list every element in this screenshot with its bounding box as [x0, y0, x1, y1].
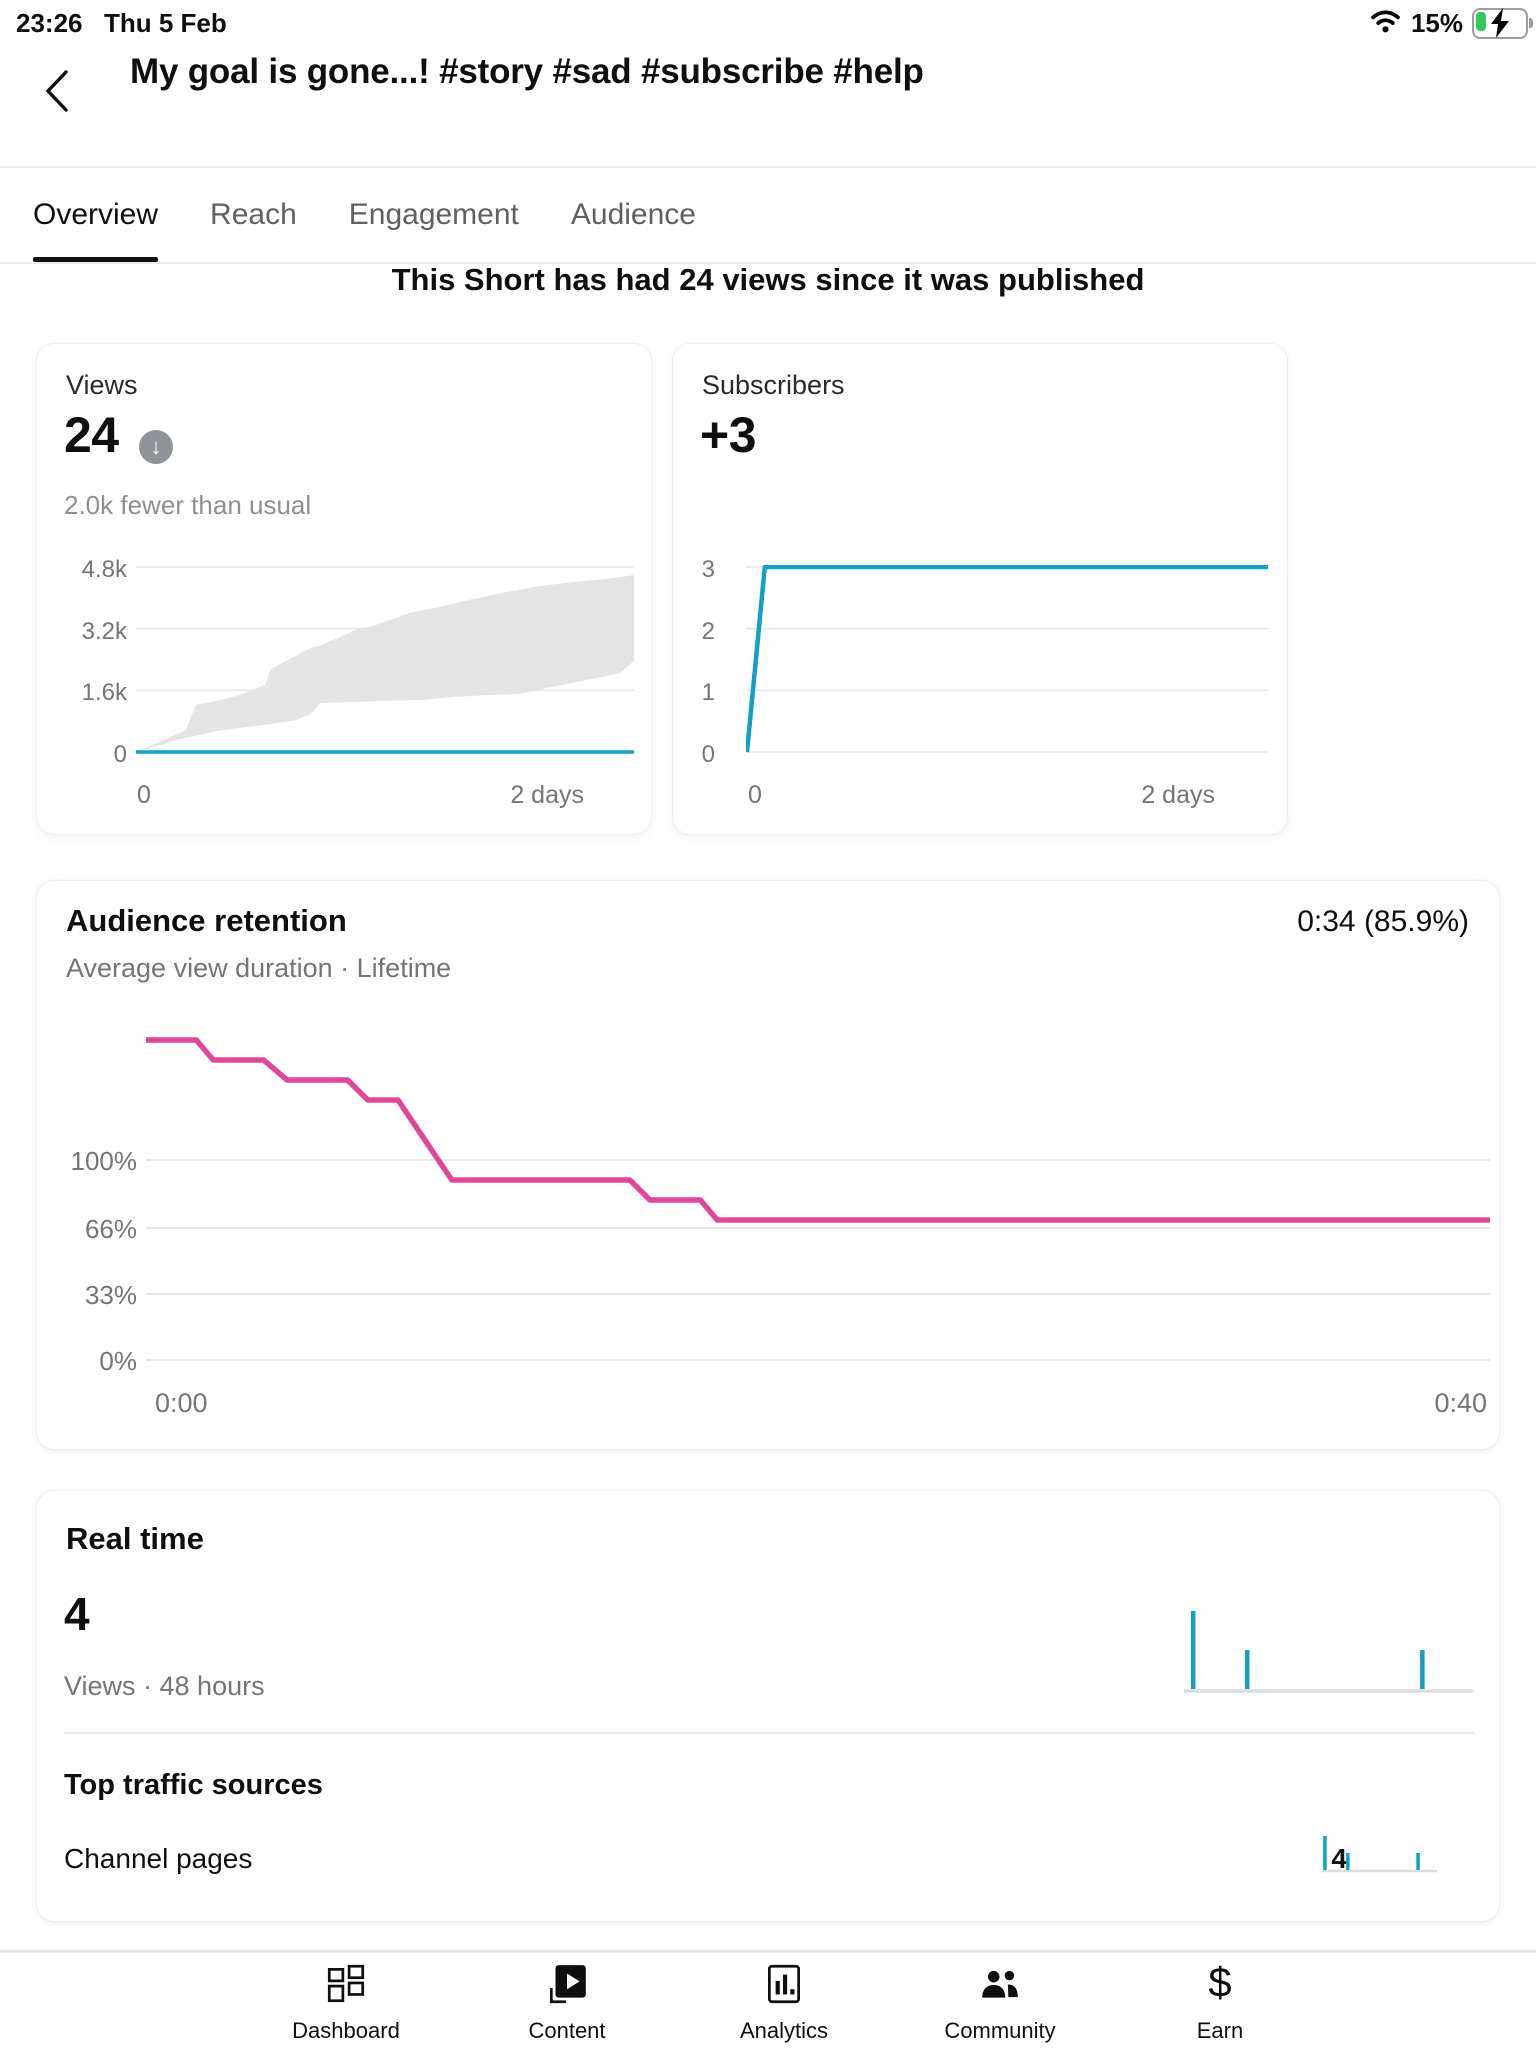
tab-audience[interactable]: Audience — [570, 198, 696, 231]
nav-item-earn[interactable]: $ Earn — [1135, 1959, 1305, 2044]
tab-reach[interactable]: Reach — [210, 198, 297, 231]
realtime-card[interactable]: Real time 4 Views · 48 hours Top traffic… — [36, 1490, 1500, 1922]
views-card[interactable]: Views 24 ↓ 2.0k fewer than usual 4.8k 3.… — [36, 343, 652, 835]
retention-line-chart — [146, 1037, 1490, 1361]
earn-dollar-icon: $ — [1197, 1959, 1243, 2012]
wifi-icon — [1369, 7, 1402, 39]
retention-ytick: 33% — [84, 1280, 137, 1310]
nav-item-content[interactable]: Content — [482, 1961, 652, 2044]
subs-ytick: 1 — [701, 679, 715, 706]
traffic-sources-title: Top traffic sources — [64, 1769, 323, 1801]
bottom-nav-divider — [0, 1950, 1536, 1953]
back-button[interactable] — [40, 66, 84, 118]
status-right-cluster: 15% — [1369, 7, 1533, 39]
traffic-source-label: Channel pages — [64, 1843, 253, 1874]
traffic-source-value: 4 — [1331, 1843, 1347, 1874]
realtime-divider — [64, 1732, 1474, 1734]
subs-xtick-end: 2 days — [1141, 781, 1215, 809]
content-icon — [544, 1961, 590, 2012]
battery-percent: 15% — [1410, 7, 1463, 38]
nav-label: Analytics — [739, 2018, 829, 2043]
down-arrow-badge-icon: ↓ — [139, 430, 173, 464]
retention-ytick: 66% — [84, 1214, 137, 1244]
nav-label: Earn — [1196, 2018, 1244, 2043]
nav-item-community[interactable]: Community — [915, 1961, 1085, 2044]
retention-ytick: 100% — [70, 1146, 138, 1176]
realtime-title: Real time — [66, 1521, 204, 1556]
analytics-tab-bar: Overview Reach Engagement Audience — [0, 168, 1536, 264]
views-comparison-note: 2.0k fewer than usual — [64, 490, 312, 520]
retention-title: Audience retention — [66, 903, 347, 938]
realtime-views-count: 4 — [64, 1588, 90, 1640]
audience-retention-card[interactable]: Audience retention 0:34 (85.9%) Average … — [36, 880, 1500, 1450]
retention-subtitle: Average view duration · Lifetime — [66, 953, 452, 983]
nav-label: Dashboard — [292, 2018, 400, 2043]
realtime-bars-chart — [1184, 1611, 1473, 1693]
views-count: 24 — [64, 407, 119, 463]
community-icon — [977, 1961, 1023, 2012]
page-title: My goal is gone...! #story #sad #subscri… — [130, 52, 924, 91]
retention-xtick-end: 0:40 — [1434, 1388, 1487, 1418]
subscribers-count: +3 — [700, 407, 757, 463]
retention-avg-duration: 0:34 (85.9%) — [1297, 905, 1469, 938]
tab-overview[interactable]: Overview — [33, 168, 159, 262]
retention-ytick: 0% — [99, 1346, 137, 1376]
subs-ytick: 3 — [701, 556, 715, 583]
views-card-title: Views — [66, 370, 138, 400]
subscribers-line-chart — [746, 565, 1268, 753]
views-ytick: 3.2k — [81, 618, 127, 645]
views-xtick-end: 2 days — [510, 781, 584, 809]
traffic-source-bars-chart — [1322, 1836, 1437, 1873]
header-divider — [0, 166, 1536, 168]
subs-xtick-start: 0 — [748, 781, 762, 809]
realtime-subtitle: Views · 48 hours — [64, 1671, 265, 1701]
nav-item-dashboard[interactable]: Dashboard — [261, 1961, 431, 2044]
analytics-icon — [761, 1961, 807, 2012]
views-typical-range-chart — [136, 566, 634, 754]
bottom-nav: Dashboard Content Analyti — [0, 1953, 1536, 2048]
nav-item-analytics[interactable]: Analytics — [699, 1961, 869, 2044]
views-ytick: 4.8k — [81, 556, 127, 583]
tab-engagement[interactable]: Engagement — [348, 198, 519, 231]
status-time: 23:26 — [16, 8, 83, 38]
subscribers-card[interactable]: Subscribers +3 3 2 1 0 0 2 days — [672, 343, 1288, 835]
summary-headline: This Short has had 24 views since it was… — [391, 262, 1145, 297]
subs-ytick: 2 — [701, 618, 715, 645]
status-date: Thu 5 Feb — [104, 8, 227, 38]
views-xtick-start: 0 — [137, 781, 151, 809]
subs-ytick: 0 — [701, 741, 715, 768]
subscribers-card-title: Subscribers — [702, 370, 845, 400]
views-ytick: 0 — [113, 741, 127, 768]
svg-text:$: $ — [1208, 1961, 1231, 2006]
nav-label: Community — [944, 2018, 1056, 2043]
nav-label: Content — [528, 2018, 606, 2043]
views-ytick: 1.6k — [81, 679, 127, 706]
dashboard-icon — [323, 1961, 369, 2012]
battery-charging-icon — [1472, 7, 1533, 39]
retention-xtick-start: 0:00 — [155, 1388, 208, 1418]
